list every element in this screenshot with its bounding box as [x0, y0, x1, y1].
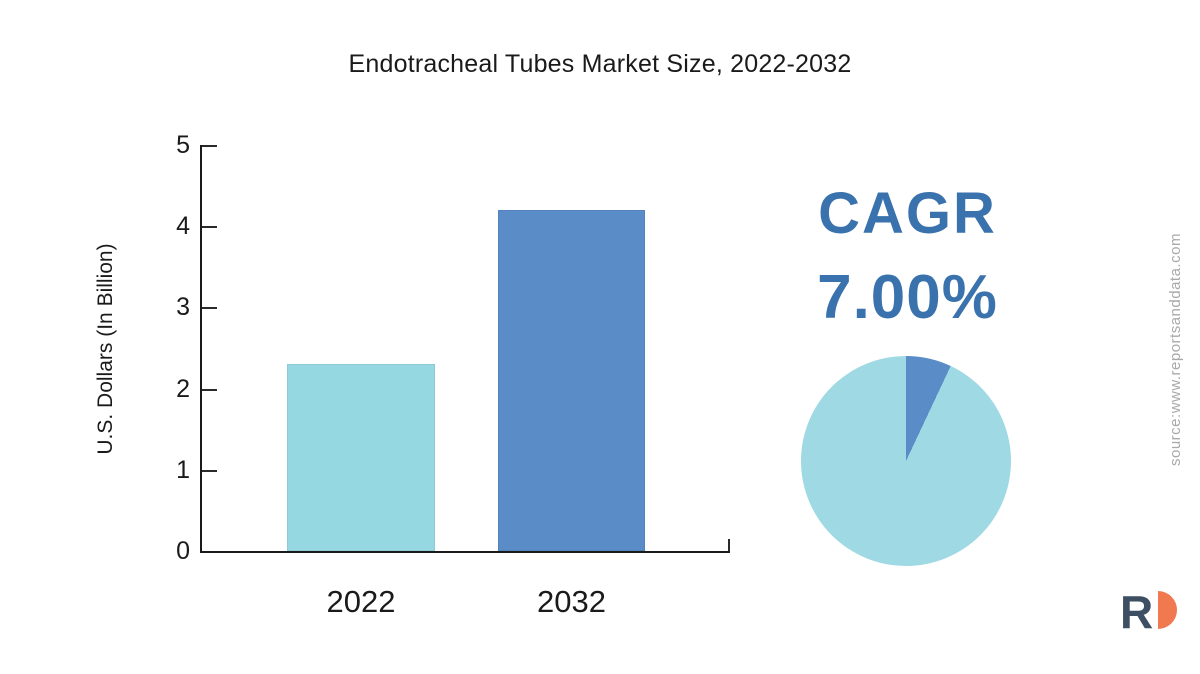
bar-2022 [287, 364, 435, 551]
y-tick-label: 3 [176, 293, 190, 321]
y-tick-mark [202, 470, 217, 472]
chart-title: Endotracheal Tubes Market Size, 2022-203… [348, 50, 852, 78]
brand-logo: R [1120, 588, 1177, 634]
pie-chart [801, 356, 1011, 566]
cagr-label: CAGR [818, 181, 997, 246]
x-axis-end-tick [728, 539, 730, 551]
y-tick-label: 4 [176, 212, 190, 240]
y-tick-mark [202, 145, 217, 147]
y-tick-mark [202, 307, 217, 309]
bar-2032 [498, 210, 645, 551]
cagr-value: 7.00% [817, 263, 998, 332]
cagr-callout: CAGR 7.00% [760, 185, 1055, 329]
y-tick-label: 2 [176, 375, 190, 403]
y-tick-mark [202, 226, 217, 228]
logo-letter-r: R [1120, 588, 1153, 634]
y-tick-label: 0 [176, 537, 190, 565]
y-tick-label: 1 [176, 456, 190, 484]
logo-d-icon [1158, 591, 1177, 629]
bar-chart-plot: 2022 2032 [200, 145, 730, 619]
y-tick-label: 5 [176, 131, 190, 159]
y-tick-mark [202, 389, 217, 391]
x-category-label: 2022 [326, 584, 396, 619]
x-category-label: 2032 [537, 584, 606, 619]
source-note: source:www.reportsanddata.com [1167, 233, 1184, 467]
y-axis-label: U.S. Dollars (In Billion) [94, 243, 117, 455]
